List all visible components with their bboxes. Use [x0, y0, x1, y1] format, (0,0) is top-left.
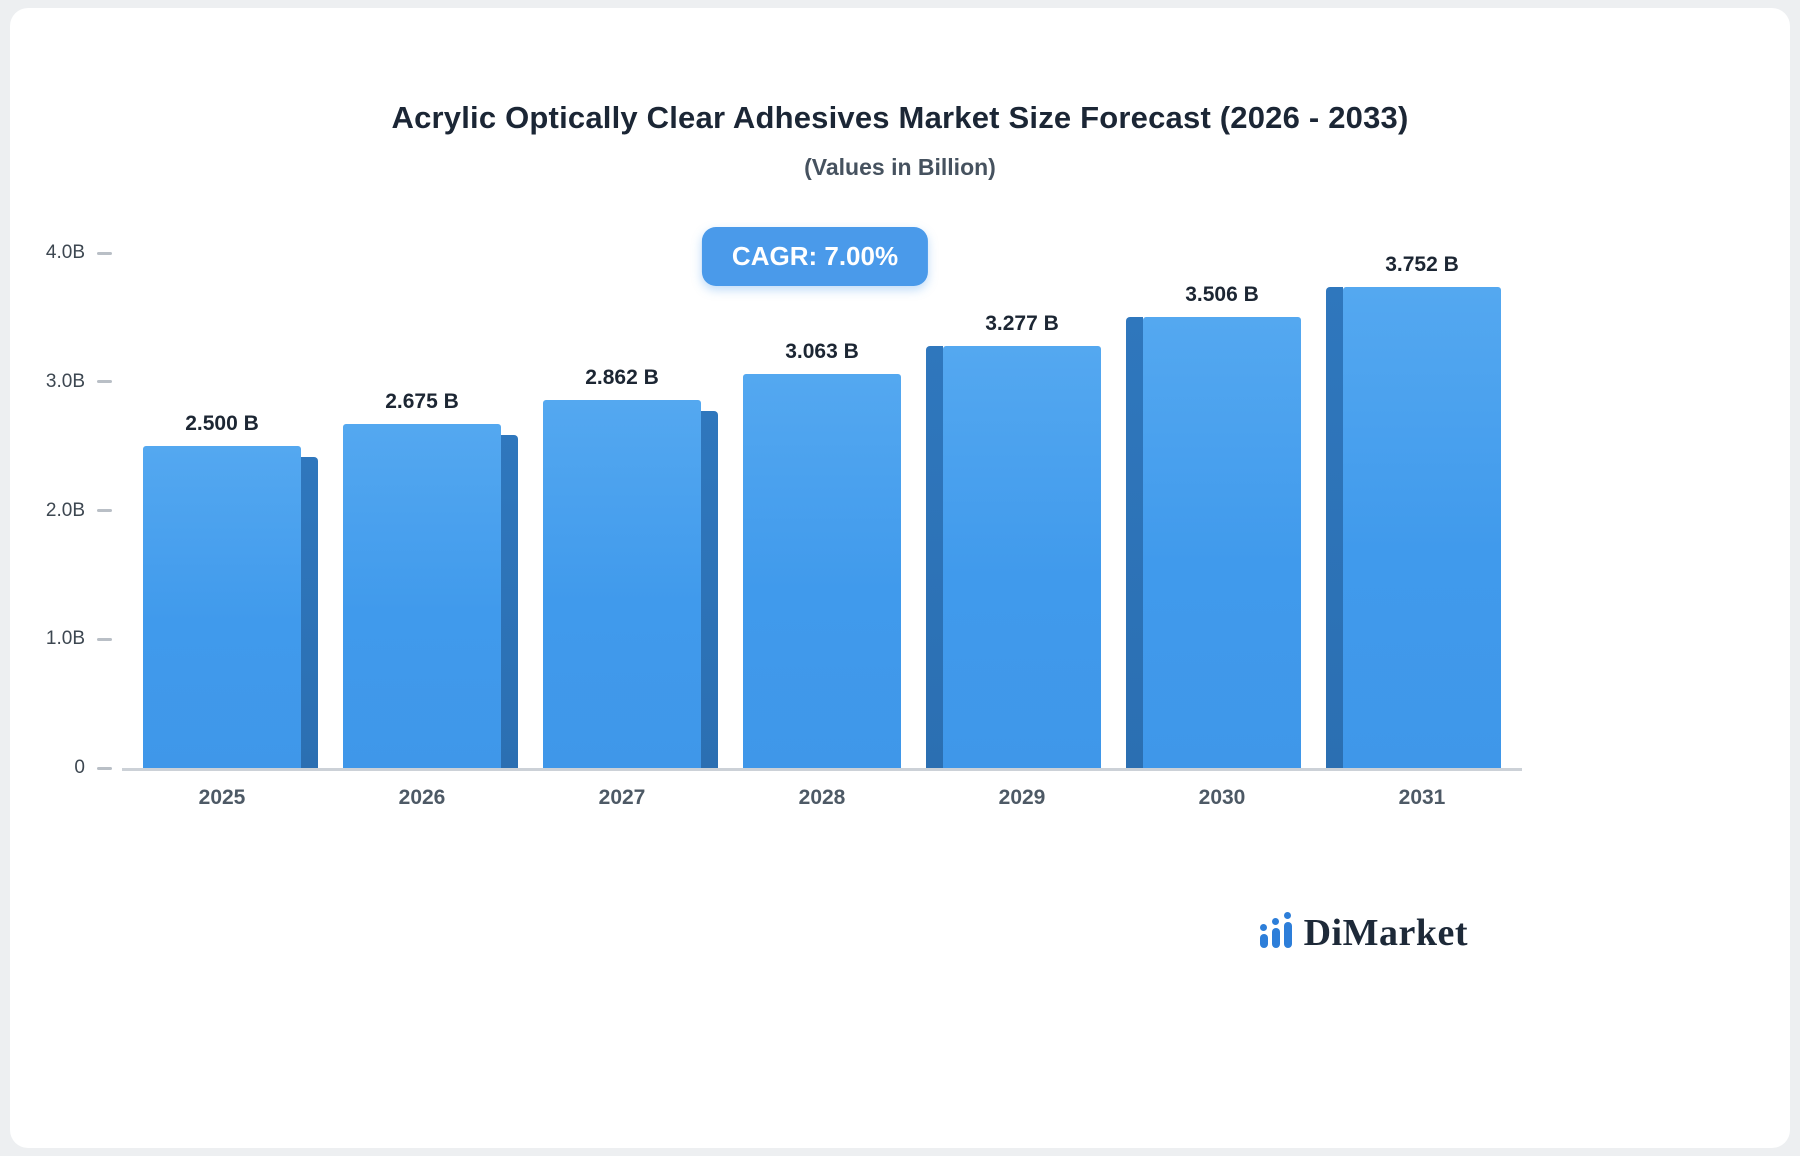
bar-side-shade [1126, 316, 1143, 768]
y-tick-label: 0 [74, 757, 85, 778]
bar-side-shade [701, 410, 718, 768]
brand-logo: DiMarket [1259, 911, 1468, 955]
bar-face [743, 373, 901, 768]
logo-icon-column [1271, 928, 1280, 948]
bar [1326, 287, 1501, 768]
bar-side-shade [926, 346, 943, 768]
chart-card: Acrylic Optically Clear Adhesives Market… [10, 8, 1790, 1148]
y-tick: 0 [74, 757, 112, 779]
bar-column: 3.063 B [722, 253, 922, 768]
y-tick-mark [97, 380, 112, 384]
bar [543, 399, 718, 768]
logo-icon-dot [1260, 924, 1268, 931]
bar [743, 373, 901, 768]
bar-face [1343, 287, 1501, 768]
x-tick-label: 2028 [798, 786, 846, 809]
y-tick-mark [97, 637, 112, 641]
bar-face [343, 423, 501, 768]
bar [926, 346, 1101, 768]
bar-value-label: 3.752 B [1385, 253, 1459, 276]
logo-icon-dot [1284, 912, 1292, 919]
brand-logo-text: DiMarket [1303, 912, 1468, 954]
bar [343, 423, 518, 768]
y-tick: 2.0B [46, 500, 112, 522]
bar-value-label: 3.063 B [785, 339, 859, 363]
page-subtitle: (Values in Billion) [804, 154, 996, 180]
bar-value-label: 3.506 B [1185, 282, 1259, 306]
y-tick-label: 2.0B [45, 499, 85, 521]
y-tick: 4.0B [46, 242, 112, 264]
bar-face [543, 399, 701, 768]
bar-face [943, 346, 1101, 768]
x-tick-label: 2027 [598, 786, 646, 809]
bar-side-shade [1326, 287, 1343, 768]
bar-column: 3.506 B [1122, 253, 1322, 768]
logo-icon-bar [1259, 924, 1268, 948]
y-tick-mark [97, 766, 112, 770]
bar-value-label: 2.675 B [385, 389, 459, 413]
y-tick-label: 4.0B [45, 242, 85, 263]
bar-column: 2.500 B [122, 253, 322, 768]
bar-column: 3.752 B [1322, 253, 1522, 768]
bar-side-shade [301, 457, 318, 768]
bar-column: 2.862 B [522, 253, 722, 768]
y-tick-mark [97, 251, 112, 255]
page-title: Acrylic Optically Clear Adhesives Market… [391, 100, 1409, 135]
x-tick-label: 2030 [1198, 786, 1246, 809]
x-tick-label: 2029 [998, 786, 1046, 809]
y-tick-label: 1.0B [45, 628, 85, 650]
logo-icon-bar [1283, 912, 1292, 948]
logo-icon-bar [1271, 918, 1280, 948]
x-tick-label: 2025 [198, 786, 246, 809]
logo-icon-dot [1272, 918, 1280, 925]
bar-side-shade [501, 434, 518, 768]
y-tick-mark [97, 509, 112, 512]
x-axis: 2025 2026 2027 2028 2029 2030 2031 [122, 786, 1522, 810]
plot-area: 2.500 B 2.675 B 2.862 B 3.063 B 3.277 B 3.506… [122, 253, 1522, 768]
bar-column: 3.277 B [922, 253, 1122, 768]
y-tick: 3.0B [46, 371, 112, 393]
bar [143, 446, 318, 768]
y-tick-label: 3.0B [45, 370, 85, 392]
bar-value-label: 3.277 B [985, 312, 1059, 336]
bar-face [1143, 316, 1301, 768]
logo-icon-column [1259, 934, 1268, 948]
y-tick: 1.0B [46, 628, 112, 650]
bar [1126, 316, 1301, 768]
bar-value-label: 2.500 B [185, 412, 259, 436]
x-tick-label: 2026 [398, 786, 446, 809]
bar-chart-icon [1259, 912, 1292, 955]
bar-column: 2.675 B [322, 253, 522, 768]
logo-icon-column [1283, 922, 1292, 948]
x-tick-label: 2031 [1398, 786, 1446, 809]
bar-face [143, 446, 301, 768]
bar-value-label: 2.862 B [585, 365, 659, 389]
cagr-badge: CAGR: 7.00% [701, 227, 929, 286]
bar-chart: 2.500 B 2.675 B 2.862 B 3.063 B 3.277 B 3.506… [46, 242, 1522, 778]
